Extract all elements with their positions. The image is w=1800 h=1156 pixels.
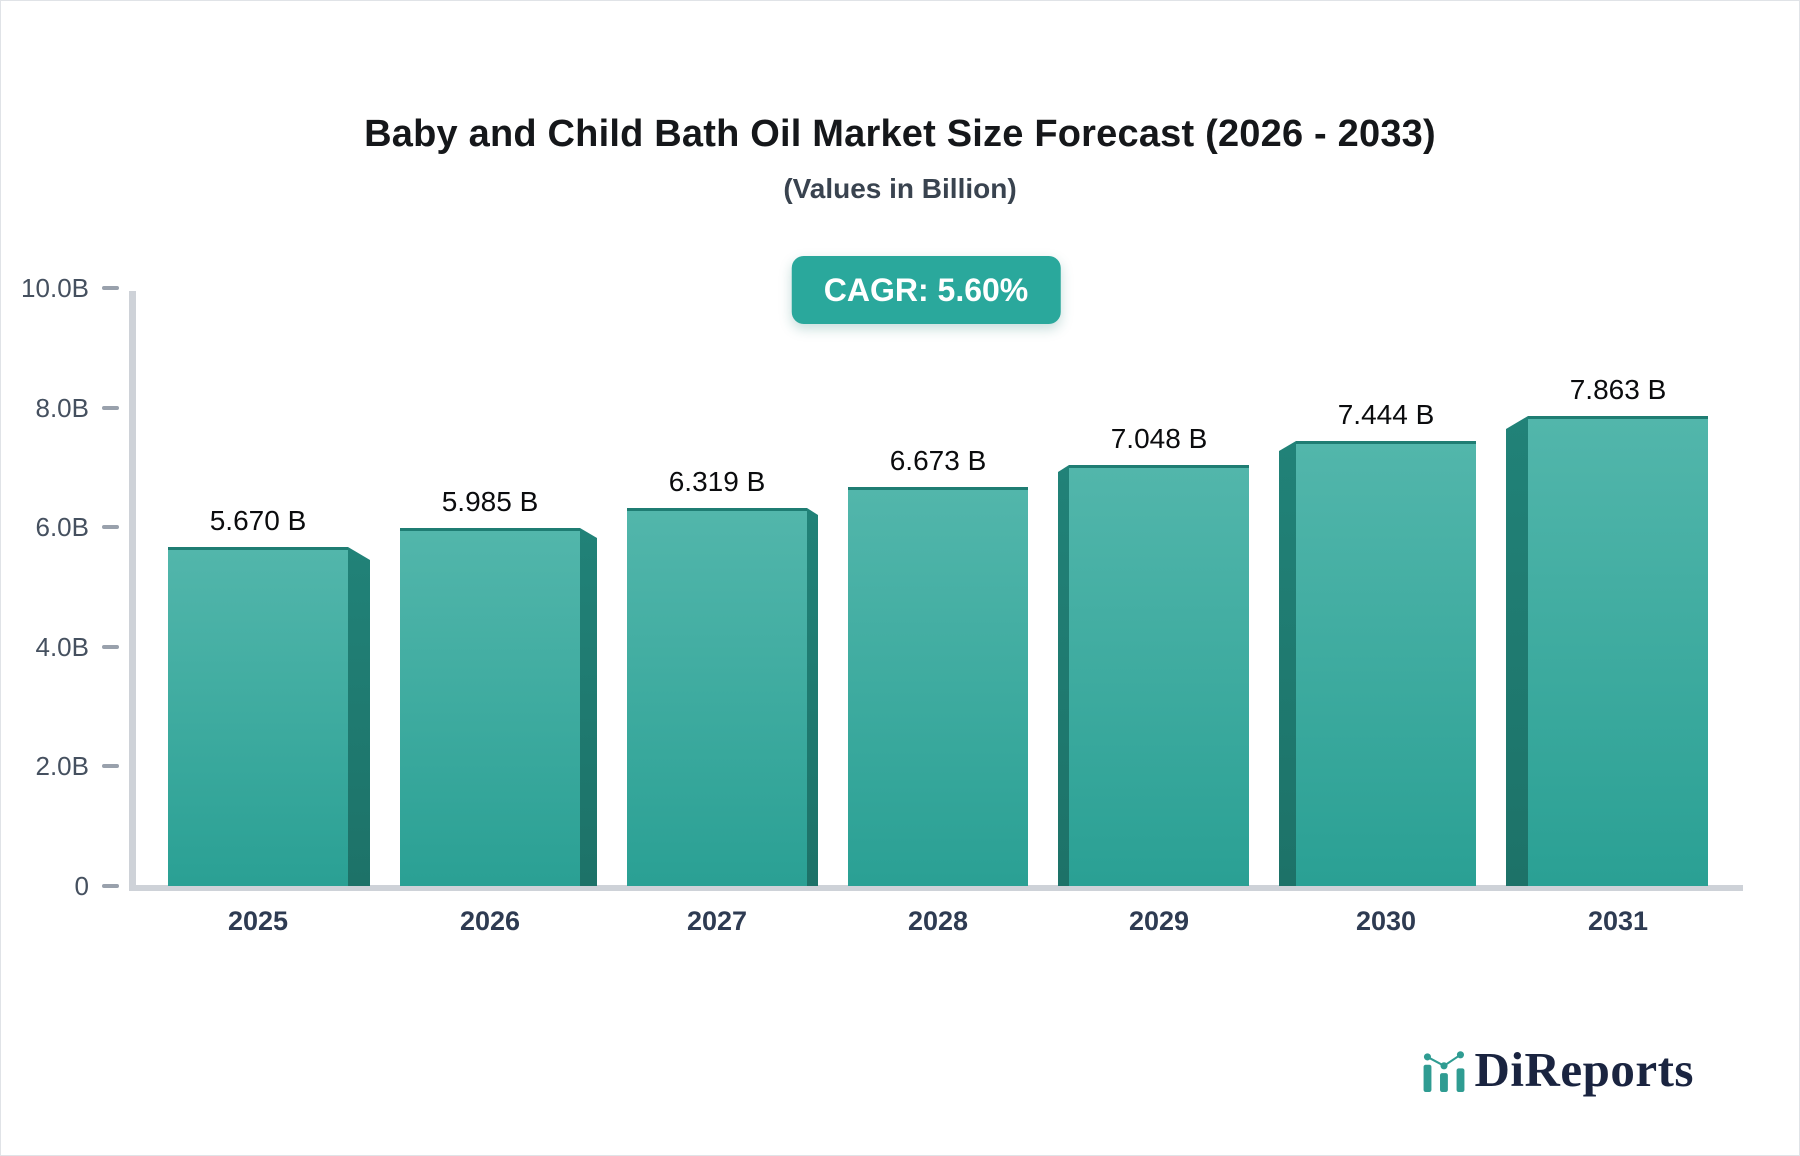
bar-3d-side — [348, 547, 370, 886]
y-tick-mark — [102, 286, 119, 290]
x-axis-label: 2029 — [1128, 906, 1190, 936]
bar — [848, 487, 1028, 886]
y-tick-mark — [102, 764, 119, 769]
bar-value-label: 6.319 B — [668, 466, 766, 497]
x-axis-label: 2031 — [1587, 906, 1649, 936]
bar-line-chart-icon — [1424, 1050, 1465, 1092]
chart-subtitle: (Values in Billion) — [783, 173, 1017, 204]
bar — [1296, 441, 1476, 886]
bar-group-2027: 6.319 B 2027 — [627, 466, 818, 936]
y-tick-label: 6.0B — [35, 512, 90, 543]
chart-title: Baby and Child Bath Oil Market Size Fore… — [364, 113, 1436, 155]
bar-3d-side — [807, 508, 818, 886]
bar — [627, 508, 807, 886]
x-axis-label: 2026 — [459, 906, 521, 936]
bar-group-2029: 7.048 B 2029 — [1058, 423, 1249, 936]
bar-3d-side — [1058, 465, 1069, 886]
x-axis-label: 2027 — [686, 906, 748, 936]
bar-value-label: 7.048 B — [1110, 423, 1208, 454]
y-axis-line — [129, 291, 136, 886]
y-tick-mark — [102, 405, 119, 410]
bar-group-2025: 5.670 B 2025 — [168, 505, 370, 936]
bar-group-2030: 7.444 B 2030 — [1279, 399, 1476, 936]
bar — [400, 528, 580, 886]
y-tick-label: 8.0B — [35, 392, 90, 423]
bar-3d-side — [580, 528, 597, 886]
cagr-badge: CAGR: 5.60% — [791, 256, 1061, 324]
x-axis-label: 2028 — [907, 906, 969, 936]
bar-chart-area: 5.670 B 2025 5.985 B 2026 6.319 B 2027 6.673 B… — [138, 288, 1738, 936]
x-axis-label: 2030 — [1355, 906, 1417, 936]
y-tick-label: 10.0B — [21, 273, 89, 303]
brand-logo: DiReports — [1423, 1041, 1694, 1098]
bar-3d-side — [1279, 441, 1296, 886]
bar — [1069, 465, 1249, 886]
bar-group-2028: 6.673 B 2028 — [848, 445, 1028, 936]
brand-logo-text: DiReports — [1474, 1042, 1694, 1097]
x-axis-label: 2025 — [227, 906, 289, 936]
y-tick-mark — [102, 884, 119, 888]
bar-value-label: 6.673 B — [889, 445, 987, 476]
bar — [1528, 416, 1708, 886]
y-tick-mark — [102, 644, 119, 649]
x-axis-baseline — [129, 885, 1743, 891]
y-tick-label: 2.0B — [35, 751, 90, 782]
y-tick-mark — [102, 525, 119, 530]
bar-group-2031: 7.863 B 2031 — [1506, 374, 1708, 936]
y-tick-label: 0 — [74, 871, 89, 901]
bar-value-label: 5.670 B — [209, 505, 307, 536]
bar-group-2026: 5.985 B 2026 — [400, 486, 597, 936]
bar — [168, 547, 348, 886]
y-tick-label: 4.0B — [35, 631, 90, 662]
bar-value-label: 5.985 B — [441, 486, 539, 517]
bar-value-label: 7.444 B — [1337, 399, 1435, 430]
bar-value-label: 7.863 B — [1569, 374, 1667, 405]
bar-3d-side — [1506, 416, 1528, 886]
